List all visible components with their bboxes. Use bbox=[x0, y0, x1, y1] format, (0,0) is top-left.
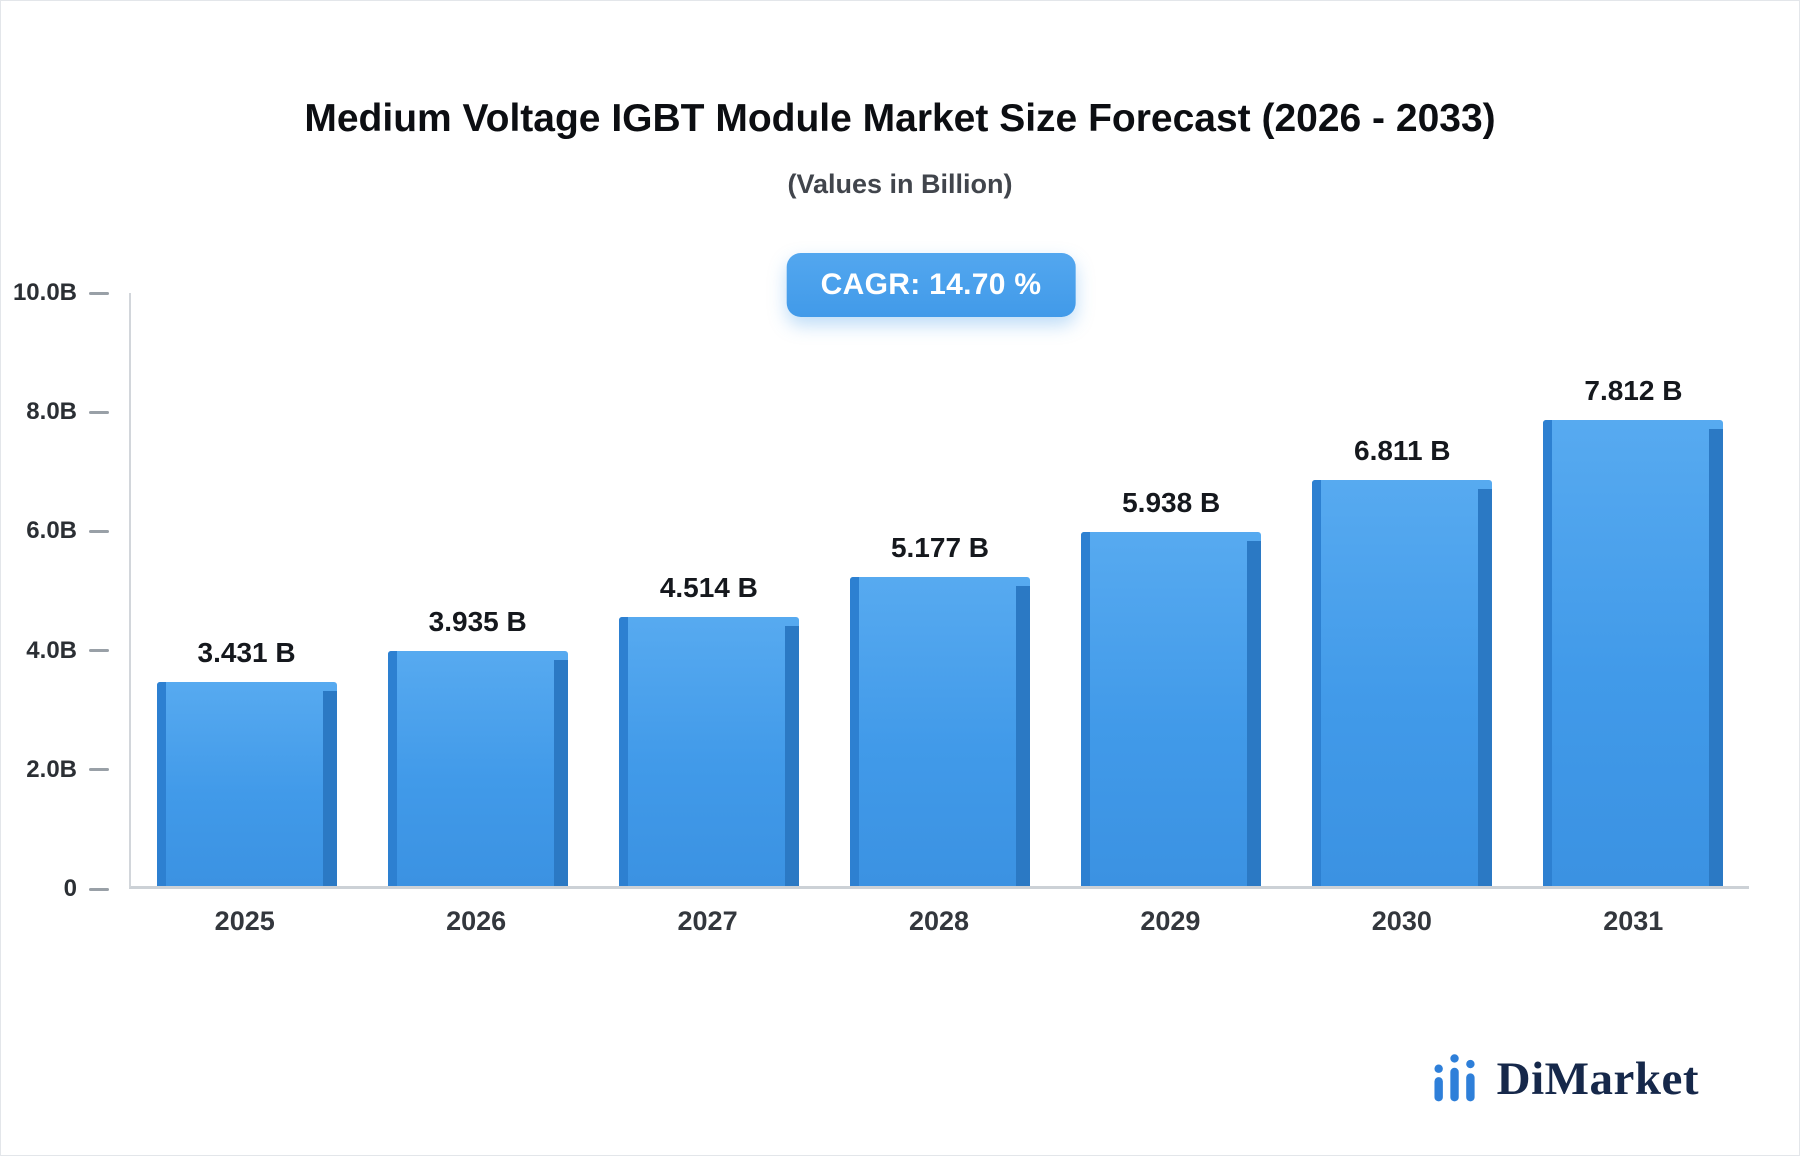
bar-right-face bbox=[1478, 489, 1493, 886]
y-tick-mark bbox=[89, 768, 109, 772]
bar-value-label: 3.935 B bbox=[428, 606, 527, 638]
y-tick: 6.0B bbox=[7, 517, 129, 545]
bar-value-label: 3.431 B bbox=[197, 636, 296, 668]
bar-slot: 4.514 B bbox=[593, 572, 824, 886]
bar-left-face bbox=[387, 651, 397, 886]
y-tick-label: 8.0B bbox=[26, 398, 77, 426]
y-tick-label: 6.0B bbox=[26, 517, 77, 545]
y-axis: 10.0B 8.0B 6.0B 4.0B 2.0B 0 bbox=[1, 279, 129, 902]
bar-right-face bbox=[1247, 541, 1262, 886]
x-axis-label: 2029 bbox=[1140, 906, 1201, 936]
brand-name: DiMarket bbox=[1496, 1053, 1699, 1105]
cagr-badge: CAGR: 14.70 % bbox=[786, 253, 1076, 317]
brand-logo: DiMarket bbox=[1427, 1051, 1699, 1107]
y-tick: 0 bbox=[7, 875, 129, 903]
x-axis-label: 2027 bbox=[677, 906, 738, 936]
bar-right-face bbox=[1015, 586, 1030, 886]
bar-value-label: 4.514 B bbox=[659, 571, 758, 603]
bar-slot: 3.431 B bbox=[131, 637, 362, 886]
bar-right-face bbox=[322, 690, 337, 886]
x-axis-label: 2030 bbox=[1371, 906, 1432, 936]
bar-slot: 7.812 B bbox=[1518, 375, 1749, 886]
bar-2030 bbox=[1312, 480, 1493, 886]
bar-value-label: 7.812 B bbox=[1584, 375, 1683, 407]
y-tick-label: 0 bbox=[63, 875, 77, 902]
bar-right-face bbox=[784, 625, 799, 886]
y-tick-label: 4.0B bbox=[26, 636, 77, 664]
bar-chart-dots-icon bbox=[1434, 1054, 1475, 1102]
y-tick: 4.0B bbox=[7, 637, 129, 665]
bar-left-face bbox=[1543, 420, 1553, 886]
bar-value-label: 6.811 B bbox=[1354, 435, 1451, 467]
bar-slot: 6.811 B bbox=[1287, 435, 1518, 886]
y-tick-mark bbox=[89, 410, 109, 414]
bar-2031 bbox=[1543, 420, 1724, 886]
y-tick-label: 2.0B bbox=[26, 755, 77, 783]
x-axis-labels: 2025 2026 2027 2028 2029 2030 2031 bbox=[129, 906, 1749, 937]
bar-left-face bbox=[1312, 480, 1322, 886]
bar-2028 bbox=[849, 577, 1030, 886]
bar-2026 bbox=[387, 651, 568, 886]
bar-value-label: 5.938 B bbox=[1122, 487, 1221, 519]
bars-row: 3.431 B 3.935 B 4.514 B 5.177 B 5.938 B 6.811… bbox=[131, 293, 1749, 886]
x-axis-label: 2025 bbox=[214, 906, 275, 936]
bar-slot: 3.935 B bbox=[362, 606, 593, 886]
y-tick: 8.0B bbox=[7, 398, 129, 426]
bar-right-face bbox=[1709, 429, 1724, 886]
page-subtitle: (Values in Billion) bbox=[787, 169, 1013, 199]
y-tick: 2.0B bbox=[7, 756, 129, 784]
y-tick: 10.0B bbox=[7, 279, 129, 307]
bar-2027 bbox=[618, 616, 799, 886]
bar-left-face bbox=[1081, 532, 1091, 886]
bar-slot: 5.938 B bbox=[1056, 487, 1287, 886]
y-tick-mark bbox=[89, 887, 109, 891]
x-axis-label: 2031 bbox=[1603, 906, 1664, 936]
bar-left-face bbox=[156, 681, 166, 886]
y-tick-mark bbox=[89, 649, 109, 653]
bar-left-face bbox=[849, 577, 859, 886]
x-axis-label: 2028 bbox=[908, 906, 970, 936]
x-axis-label: 2026 bbox=[446, 906, 507, 936]
bar-2029 bbox=[1081, 532, 1262, 886]
bar-slot: 5.177 B bbox=[824, 532, 1055, 886]
bar-right-face bbox=[553, 660, 568, 886]
plot-area: 3.431 B 3.935 B 4.514 B 5.177 B 5.938 B 6.811… bbox=[129, 293, 1749, 889]
page-title: Medium Voltage IGBT Module Market Size F… bbox=[304, 97, 1496, 140]
bar-value-label: 5.177 B bbox=[890, 532, 990, 564]
bar-2025 bbox=[156, 681, 337, 886]
y-tick-label: 10.0B bbox=[12, 279, 77, 306]
y-tick-mark bbox=[89, 529, 109, 533]
y-tick-mark bbox=[89, 291, 109, 295]
bar-left-face bbox=[618, 616, 628, 886]
